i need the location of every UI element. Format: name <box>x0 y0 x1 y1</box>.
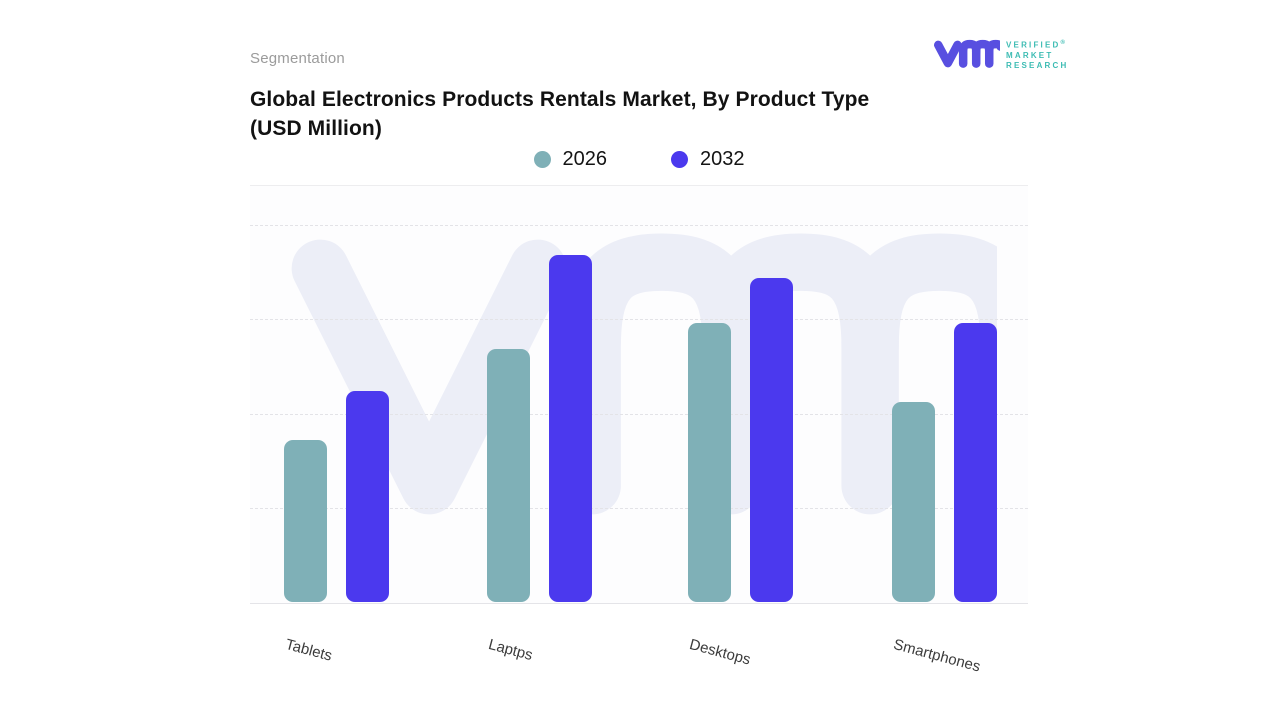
vmr-logo-mark-icon <box>932 39 1000 69</box>
bar-2026-laptps <box>487 349 530 602</box>
bar-chart-plot-area: Tablets Laptps Desktops Smartphones <box>250 185 1028 676</box>
chart-title: Global Electronics Products Rentals Mark… <box>250 85 869 143</box>
chart-legend: 2026 2032 <box>250 148 1028 171</box>
chart-title-line1: Global Electronics Products Rentals Mark… <box>250 88 870 111</box>
bar-2026-smartphones <box>892 402 935 602</box>
bar-2026-tablets <box>284 439 327 602</box>
section-eyebrow: Segmentation <box>250 50 345 67</box>
legend-item-2026[interactable]: 2026 <box>533 148 608 171</box>
bar-2032-laptps <box>549 255 592 602</box>
logo-word-verified: VERIFIED <box>1006 40 1061 50</box>
category-label-desktops: Desktops <box>687 636 753 669</box>
registered-trademark: ® <box>1060 40 1065 46</box>
category-label-laptps: Laptps <box>486 636 535 665</box>
logo-word-market: MARKET <box>1006 50 1054 60</box>
chart-title-line2: (USD Million) <box>250 117 382 140</box>
legend-dot-2026-icon <box>533 151 551 168</box>
gridline-50 <box>250 413 1028 415</box>
bar-2032-tablets <box>346 390 389 602</box>
legend-item-2032[interactable]: 2032 <box>671 148 745 171</box>
vmr-logo: VERIFIED® MARKET RESEARCH <box>932 38 1069 71</box>
legend-label-2032: 2032 <box>700 148 745 170</box>
bar-2032-smartphones <box>954 323 997 602</box>
legend-label-2026: 2026 <box>562 148 608 170</box>
gridline-75 <box>250 319 1028 321</box>
bar-2032-desktops <box>750 277 793 602</box>
category-label-tablets: Tablets <box>283 636 334 665</box>
legend-dot-2032-icon <box>671 151 688 168</box>
logo-word-research: RESEARCH <box>1006 60 1069 70</box>
gridline-100 <box>250 225 1028 226</box>
category-label-smartphones: Smartphones <box>891 636 983 676</box>
bar-2026-desktops <box>688 323 731 602</box>
vmr-logo-text: VERIFIED® MARKET RESEARCH <box>1006 38 1069 71</box>
gridline-25 <box>250 507 1028 509</box>
